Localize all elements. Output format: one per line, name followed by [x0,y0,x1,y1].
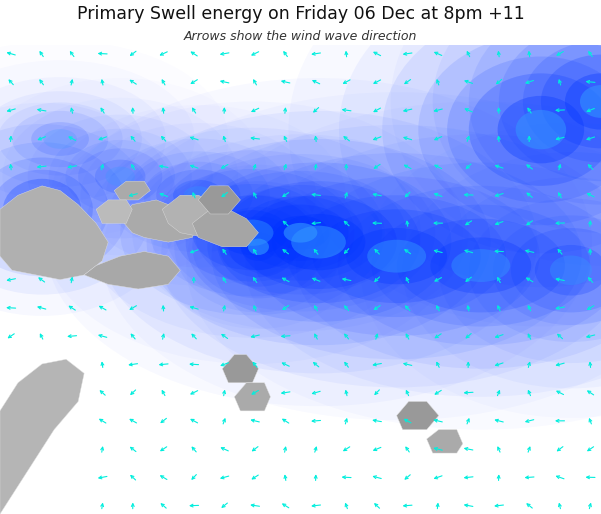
Ellipse shape [19,191,66,228]
Ellipse shape [367,240,426,272]
Ellipse shape [493,215,601,325]
Ellipse shape [186,162,451,322]
Ellipse shape [219,185,382,281]
Polygon shape [96,200,132,224]
Ellipse shape [240,233,276,261]
Ellipse shape [28,198,56,220]
Ellipse shape [0,102,123,176]
Ellipse shape [0,170,93,249]
Polygon shape [114,181,150,200]
Ellipse shape [252,205,349,261]
Ellipse shape [240,195,397,289]
Ellipse shape [296,162,601,369]
Ellipse shape [447,57,601,203]
Ellipse shape [565,74,601,130]
Ellipse shape [231,219,273,246]
Ellipse shape [127,152,270,239]
Ellipse shape [184,186,213,204]
Ellipse shape [195,171,406,295]
Ellipse shape [207,207,310,287]
Polygon shape [120,200,198,242]
Ellipse shape [3,179,81,240]
Ellipse shape [287,195,506,317]
Ellipse shape [469,198,601,342]
Ellipse shape [535,245,601,296]
Ellipse shape [173,180,224,211]
Ellipse shape [580,85,601,118]
Ellipse shape [291,226,346,259]
Text: Primary Swell energy on Friday 06 Dec at 8pm +11: Primary Swell energy on Friday 06 Dec at… [76,5,525,23]
Polygon shape [427,430,463,453]
Ellipse shape [550,255,592,285]
Ellipse shape [192,195,325,298]
Ellipse shape [217,181,420,303]
Ellipse shape [31,122,89,156]
Ellipse shape [499,22,601,181]
Ellipse shape [498,96,584,163]
Polygon shape [397,401,439,430]
Ellipse shape [516,110,566,149]
Ellipse shape [0,142,128,277]
Ellipse shape [272,214,365,270]
Ellipse shape [43,129,77,149]
Ellipse shape [174,184,331,282]
Ellipse shape [313,209,481,303]
Ellipse shape [106,167,135,187]
Ellipse shape [78,149,162,205]
Ellipse shape [166,154,435,311]
Ellipse shape [272,216,329,250]
Ellipse shape [212,153,582,359]
Ellipse shape [228,224,288,270]
Ellipse shape [219,216,297,277]
Ellipse shape [541,54,601,149]
Ellipse shape [284,223,317,243]
Ellipse shape [451,249,510,282]
Ellipse shape [397,218,565,313]
Ellipse shape [192,195,313,270]
Ellipse shape [433,0,601,233]
Ellipse shape [382,6,601,253]
Ellipse shape [469,0,601,205]
Ellipse shape [238,196,363,269]
Ellipse shape [430,237,531,293]
Ellipse shape [0,124,151,295]
Ellipse shape [147,139,490,345]
Ellipse shape [439,177,601,363]
Ellipse shape [156,170,240,221]
Polygon shape [198,186,240,214]
Polygon shape [162,195,228,237]
Ellipse shape [523,41,601,162]
Text: Arrows show the wind wave direction: Arrows show the wind wave direction [184,30,417,43]
Ellipse shape [12,111,108,167]
Ellipse shape [248,238,269,255]
Ellipse shape [254,176,540,336]
Polygon shape [84,251,180,289]
Ellipse shape [150,169,355,297]
Ellipse shape [418,34,601,225]
Ellipse shape [216,210,288,255]
Ellipse shape [66,140,175,213]
Polygon shape [192,209,258,247]
Ellipse shape [0,157,109,261]
Ellipse shape [511,228,601,313]
Polygon shape [222,355,258,383]
Ellipse shape [346,228,447,284]
Ellipse shape [144,162,253,229]
Ellipse shape [338,186,601,345]
Ellipse shape [174,181,343,313]
Ellipse shape [120,150,385,315]
Ellipse shape [95,160,145,193]
Polygon shape [234,383,270,411]
Ellipse shape [371,205,590,326]
Ellipse shape [469,74,601,186]
Polygon shape [0,186,108,280]
Polygon shape [0,359,84,514]
